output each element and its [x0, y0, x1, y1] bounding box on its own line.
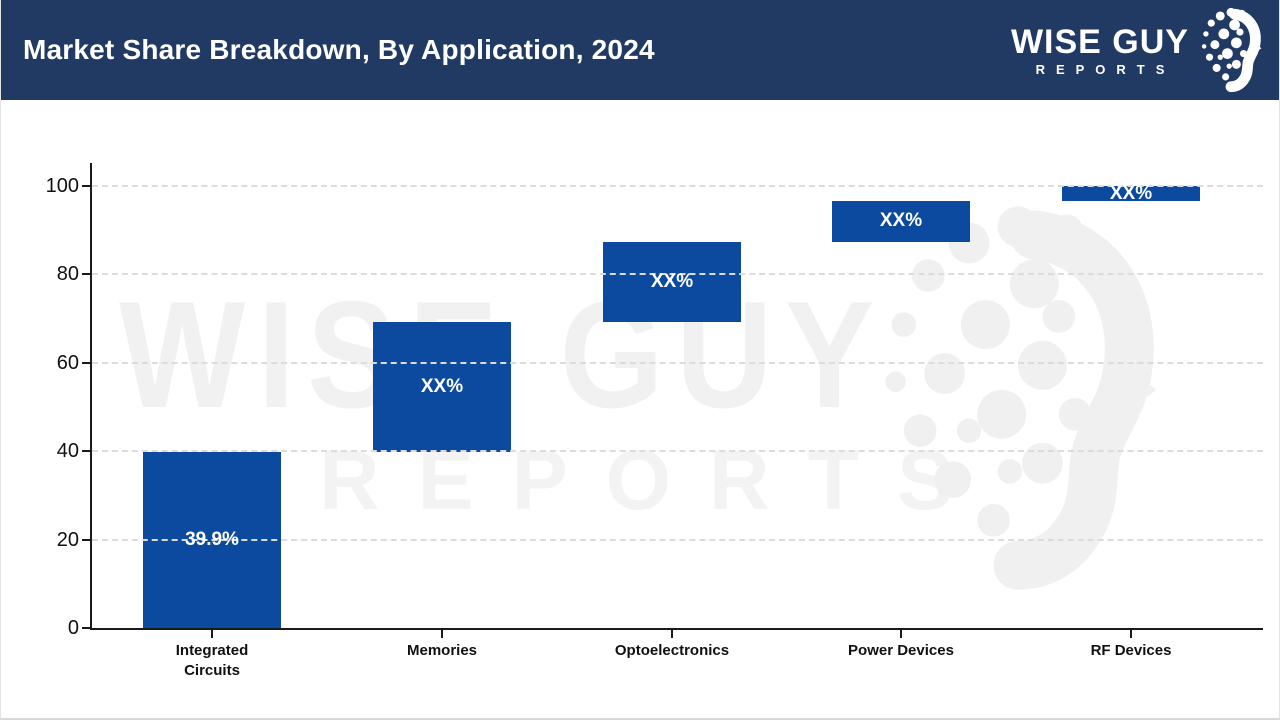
bar-value-label-rf-devices: XX% [1109, 182, 1153, 204]
y-tick-label-0: 0 [67, 617, 79, 639]
y-tick-60 [82, 361, 90, 364]
x-tick-power-devices [900, 630, 902, 638]
bar-value-label-optoelectronics: XX% [650, 270, 694, 292]
bar-power-devices [832, 201, 970, 242]
y-tick-label-20: 20 [56, 528, 79, 551]
logo-subtitle: REPORTS [1035, 61, 1176, 77]
y-tick-40 [82, 450, 90, 453]
y-tick-0 [82, 627, 90, 629]
bar-rf-devices [1062, 186, 1200, 202]
y-tick-label-60: 60 [56, 351, 79, 374]
x-tick-memories [441, 630, 443, 638]
x-tick-optoelectronics [671, 630, 673, 638]
x-tick-integrated-circuits [211, 630, 213, 638]
x-tick-label-rf-devices: RF Devices [1090, 642, 1172, 659]
bar-value-label-memories: XX% [420, 375, 464, 397]
bar-optoelectronics [603, 241, 741, 323]
y-tick-80 [82, 273, 90, 276]
y-tick-20 [82, 538, 90, 541]
logo-text: WISE GUY REPORTS [1011, 24, 1189, 77]
bar-value-label-integrated-circuits: 39.9% [185, 528, 239, 550]
x-tick-label-memories: Memories [406, 642, 478, 659]
y-tick-label-100: 100 [45, 175, 79, 197]
gridline-100 [92, 185, 1263, 187]
chart-title: Market Share Breakdown, By Application, … [23, 34, 655, 65]
y-tick-label-40: 40 [56, 440, 79, 463]
gridline-80 [92, 273, 1263, 276]
x-axis-line [90, 628, 1263, 630]
gridline-20 [92, 538, 1263, 541]
wise-guy-reports-logo: WISE GUY REPORTS [1011, 7, 1267, 93]
watermark-head-icon [885, 206, 1157, 590]
x-tick-label-integrated-circuits: Integrated Circuits [175, 642, 249, 679]
x-tick-label-optoelectronics: Optoelectronics [614, 642, 730, 659]
header-band: Market Share Breakdown, By Application, … [1, 0, 1279, 100]
x-tick-rf-devices [1130, 630, 1132, 638]
gridline-60 [92, 361, 1263, 364]
dotted-head-icon [1201, 7, 1262, 93]
y-axis-line [90, 163, 92, 630]
bar-value-label-power-devices: XX% [879, 210, 923, 232]
x-tick-label-power-devices: Power Devices [848, 642, 954, 659]
gridline-40 [92, 450, 1263, 453]
y-tick-100 [82, 185, 90, 187]
logo-wordmark: WISE GUY [1010, 22, 1189, 61]
y-tick-label-80: 80 [56, 263, 79, 286]
bar-memories [373, 322, 511, 452]
